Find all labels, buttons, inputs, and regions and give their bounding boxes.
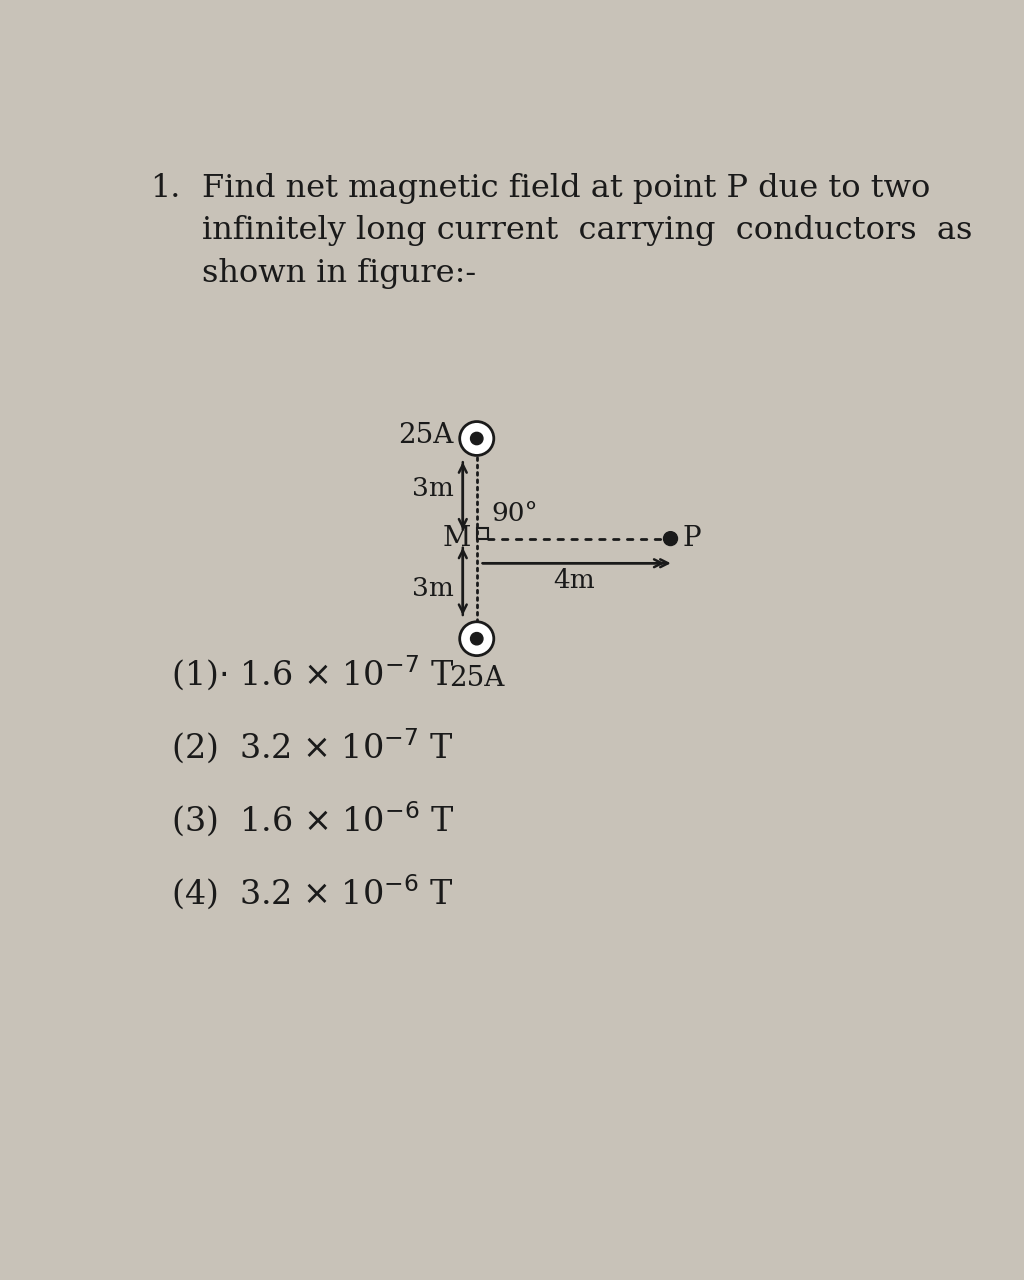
Text: (2)  3.2 $\times$ 10$^{-7}$ T: (2) 3.2 $\times$ 10$^{-7}$ T xyxy=(171,727,454,767)
Circle shape xyxy=(471,632,483,645)
Text: 90°: 90° xyxy=(492,502,538,526)
Bar xyxy=(477,527,487,539)
Text: 25A: 25A xyxy=(398,422,454,449)
Text: (3)  1.6 $\times$ 10$^{-6}$ T: (3) 1.6 $\times$ 10$^{-6}$ T xyxy=(171,800,455,840)
Circle shape xyxy=(460,622,494,655)
Text: 3m: 3m xyxy=(412,576,454,602)
Text: Find net magnetic field at point P due to two: Find net magnetic field at point P due t… xyxy=(202,173,930,204)
Text: P: P xyxy=(682,525,700,552)
Text: shown in figure:-: shown in figure:- xyxy=(202,257,476,288)
Text: (4)  3.2 $\times$ 10$^{-6}$ T: (4) 3.2 $\times$ 10$^{-6}$ T xyxy=(171,873,454,913)
Text: M: M xyxy=(442,525,471,552)
Circle shape xyxy=(664,531,678,545)
Text: (1)$\cdot$ 1.6 $\times$ 10$^{-7}$ T: (1)$\cdot$ 1.6 $\times$ 10$^{-7}$ T xyxy=(171,654,455,692)
Text: infinitely long current  carrying  conductors  as: infinitely long current carrying conduct… xyxy=(202,215,972,246)
Text: 1.: 1. xyxy=(150,173,180,204)
Text: 3m: 3m xyxy=(412,476,454,500)
Text: 25A: 25A xyxy=(450,664,505,692)
Text: 4m: 4m xyxy=(553,568,595,593)
Circle shape xyxy=(471,433,483,444)
Circle shape xyxy=(460,421,494,456)
